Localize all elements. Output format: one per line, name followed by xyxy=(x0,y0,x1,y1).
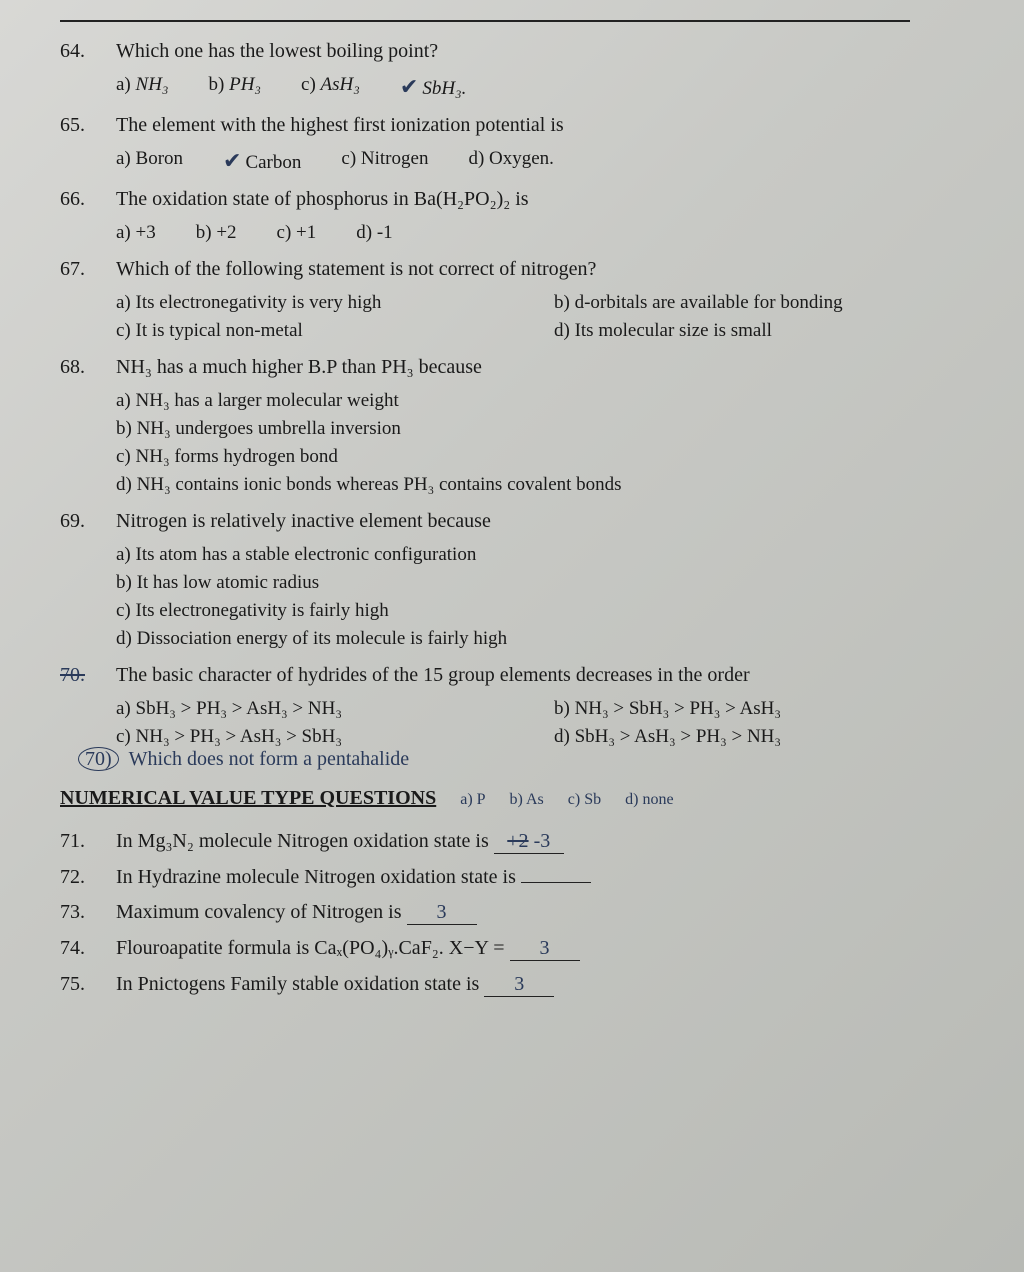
answer-blank: 3 xyxy=(407,901,477,925)
q64-options: a) NH₃ b) PH₃ c) AsH₃ ✔SbH₃. xyxy=(116,74,984,100)
q-number: 67. xyxy=(60,254,116,284)
question-67: 67. Which of the following statement is … xyxy=(60,254,984,284)
q-number: 66. xyxy=(60,184,116,214)
option: a) Its electronegativity is very high xyxy=(116,292,506,314)
nq-body: In Hydrazine molecule Nitrogen oxidation… xyxy=(116,866,591,889)
question-69: 69. Nitrogen is relatively inactive elem… xyxy=(60,506,984,536)
hw-opt: b) As xyxy=(510,791,544,809)
top-rule xyxy=(60,20,910,22)
numq-72: 72. In Hydrazine molecule Nitrogen oxida… xyxy=(60,866,984,889)
option: c) Nitrogen xyxy=(341,148,428,174)
option: d) Its molecular size is small xyxy=(554,320,944,342)
question-68: 68. NH₃ has a much higher B.P than PH₃ b… xyxy=(60,352,984,382)
q-number: 68. xyxy=(60,352,116,382)
nq-number: 73. xyxy=(60,901,116,925)
numq-74: 74. Flouroapatite formula is Caₓ(PO₄)ᵧ.C… xyxy=(60,937,984,961)
q-stem: The oxidation state of phosphorus in Ba(… xyxy=(116,184,984,214)
handwritten-question: 70) Which does not form a pentahalide xyxy=(78,748,984,771)
hw-opt: d) none xyxy=(625,791,673,809)
option: a) Its atom has a stable electronic conf… xyxy=(116,544,944,566)
question-64: 64. Which one has the lowest boiling poi… xyxy=(60,36,984,66)
option: a) NH₃ xyxy=(116,74,169,100)
nq-body: In Mg₃N₂ molecule Nitrogen oxidation sta… xyxy=(116,830,564,854)
option: b) NH₃ undergoes umbrella inversion xyxy=(116,418,944,440)
option: c) +1 xyxy=(277,222,317,244)
option: a) SbH₃ > PH₃ > AsH₃ > NH₃ xyxy=(116,698,506,720)
q-number: 70. xyxy=(60,660,116,690)
option: c) AsH₃ xyxy=(301,74,360,100)
answer-blank: +2 -3 xyxy=(494,830,564,854)
option: b) NH₃ > SbH₃ > PH₃ > AsH₃ xyxy=(554,698,944,720)
nq-body: Flouroapatite formula is Caₓ(PO₄)ᵧ.CaF₂.… xyxy=(116,937,580,961)
option: c) NH₃ forms hydrogen bond xyxy=(116,446,944,468)
question-66: 66. The oxidation state of phosphorus in… xyxy=(60,184,984,214)
answer-blank: 3 xyxy=(484,973,554,997)
numq-73: 73. Maximum covalency of Nitrogen is 3 xyxy=(60,901,984,925)
option: a) Boron xyxy=(116,148,183,174)
question-70: 70. The basic character of hydrides of t… xyxy=(60,660,984,690)
q-number: 69. xyxy=(60,506,116,536)
q70-options: a) SbH₃ > PH₃ > AsH₃ > NH₃ b) NH₃ > SbH₃… xyxy=(116,698,984,748)
q68-options: a) NH₃ has a larger molecular weight b) … xyxy=(116,390,984,496)
option: b) PH₃ xyxy=(209,74,262,100)
check-icon: ✔ xyxy=(400,74,418,99)
option: c) NH₃ > PH₃ > AsH₃ > SbH₃ xyxy=(116,726,506,748)
section-heading: NUMERICAL VALUE TYPE QUESTIONS xyxy=(60,787,436,810)
answer-blank xyxy=(521,882,591,883)
question-65: 65. The element with the highest first i… xyxy=(60,110,984,140)
q-number: 65. xyxy=(60,110,116,140)
q65-options: a) Boron ✔Carbon c) Nitrogen d) Oxygen. xyxy=(116,148,984,174)
q-stem: NH₃ has a much higher B.P than PH₃ becau… xyxy=(116,352,984,382)
q69-options: a) Its atom has a stable electronic conf… xyxy=(116,544,984,650)
option: b) +2 xyxy=(196,222,237,244)
option: b) d-orbitals are available for bonding xyxy=(554,292,944,314)
nq-number: 75. xyxy=(60,973,116,997)
numq-75: 75. In Pnictogens Family stable oxidatio… xyxy=(60,973,984,997)
q-stem: The element with the highest first ioniz… xyxy=(116,110,984,140)
option: b) It has low atomic radius xyxy=(116,572,944,594)
answer-blank: 3 xyxy=(510,937,580,961)
nq-number: 71. xyxy=(60,830,116,854)
worksheet-page: 64. Which one has the lowest boiling poi… xyxy=(0,0,1024,1029)
option: d) Dissociation energy of its molecule i… xyxy=(116,628,944,650)
option: c) Its electronegativity is fairly high xyxy=(116,600,944,622)
q66-options: a) +3 b) +2 c) +1 d) -1 xyxy=(116,222,984,244)
option: d) -1 xyxy=(356,222,392,244)
option: ✔Carbon xyxy=(223,148,301,174)
nq-number: 74. xyxy=(60,937,116,961)
option: a) +3 xyxy=(116,222,156,244)
option: a) NH₃ has a larger molecular weight xyxy=(116,390,944,412)
q67-options: a) Its electronegativity is very high b)… xyxy=(116,292,984,342)
q-stem: Nitrogen is relatively inactive element … xyxy=(116,506,984,536)
hw-stem: Which does not form a pentahalide xyxy=(129,748,409,770)
nq-body: In Pnictogens Family stable oxidation st… xyxy=(116,973,554,997)
option: d) Oxygen. xyxy=(468,148,553,174)
check-icon: ✔ xyxy=(223,148,241,173)
option: d) NH₃ contains ionic bonds whereas PH₃ … xyxy=(116,474,944,496)
q-stem: Which of the following statement is not … xyxy=(116,254,984,284)
nq-number: 72. xyxy=(60,866,116,889)
hw-opt: a) P xyxy=(460,791,485,809)
q-number: 64. xyxy=(60,36,116,66)
option: c) It is typical non-metal xyxy=(116,320,506,342)
nq-body: Maximum covalency of Nitrogen is 3 xyxy=(116,901,477,925)
section-row: NUMERICAL VALUE TYPE QUESTIONS a) P b) A… xyxy=(60,771,984,818)
hw-number: 70) xyxy=(78,747,119,771)
numq-71: 71. In Mg₃N₂ molecule Nitrogen oxidation… xyxy=(60,830,984,854)
q-stem: The basic character of hydrides of the 1… xyxy=(116,660,984,690)
hw-opt: c) Sb xyxy=(568,791,601,809)
q-stem: Which one has the lowest boiling point? xyxy=(116,36,984,66)
option: d) SbH₃ > AsH₃ > PH₃ > NH₃ xyxy=(554,726,944,748)
option: ✔SbH₃. xyxy=(400,74,467,100)
